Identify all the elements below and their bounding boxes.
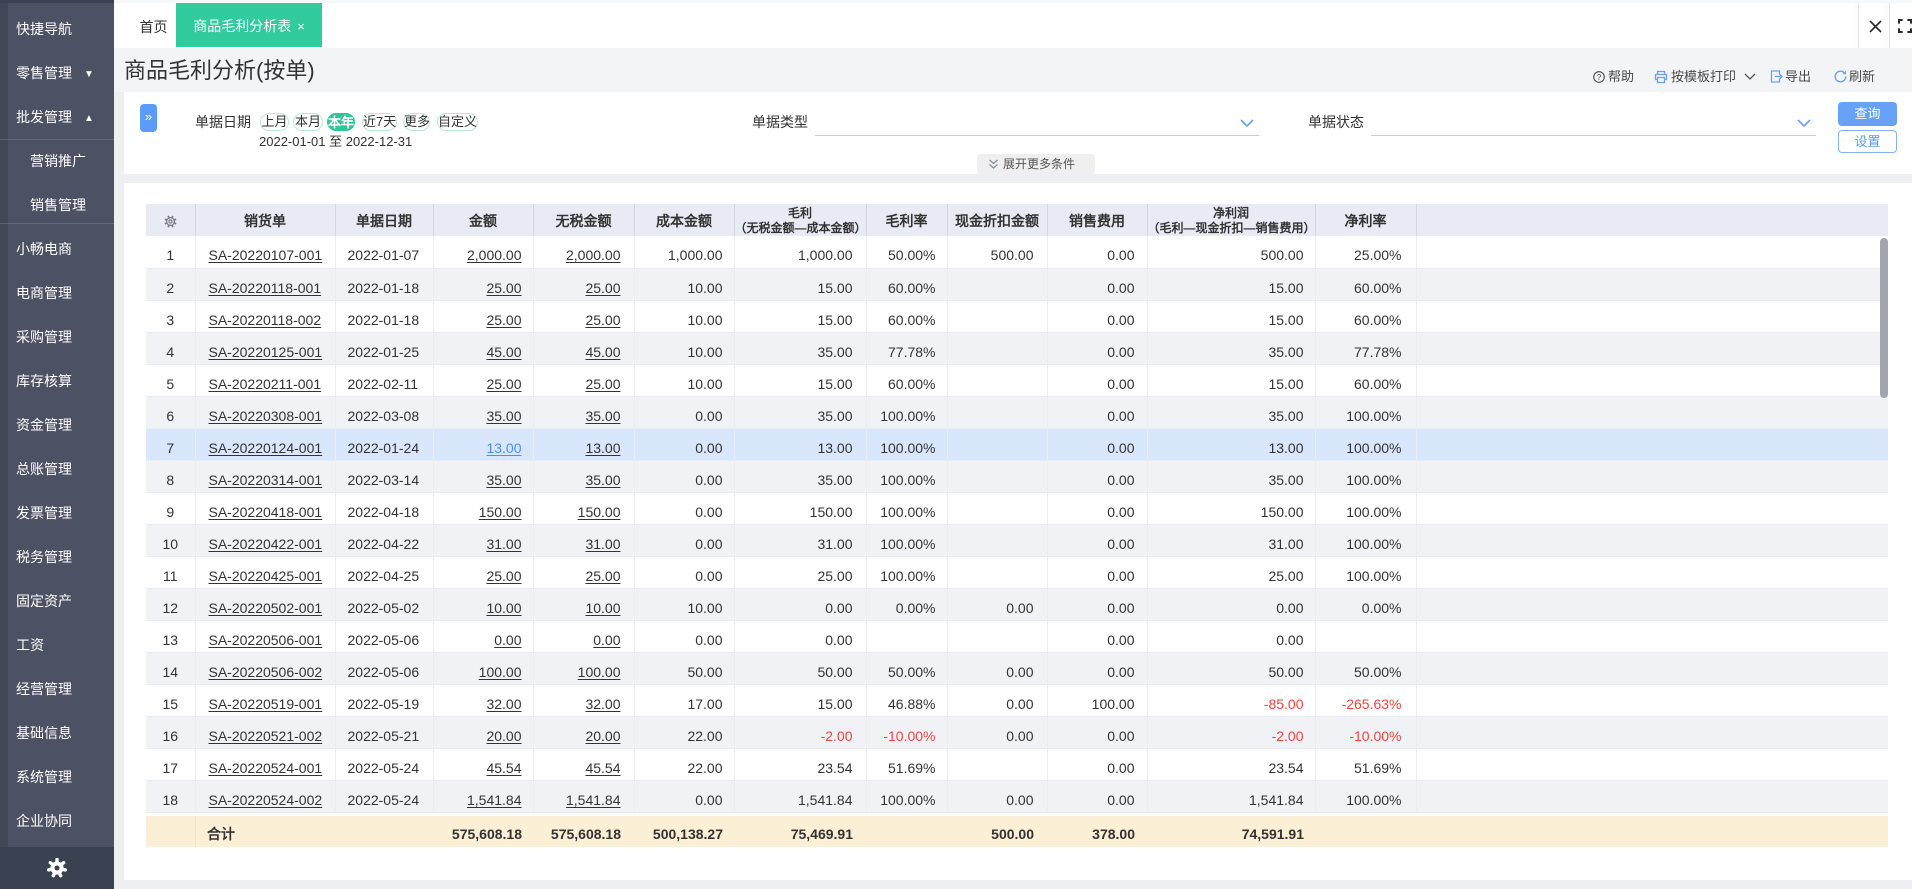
svg-text:?: ? — [1597, 73, 1602, 82]
